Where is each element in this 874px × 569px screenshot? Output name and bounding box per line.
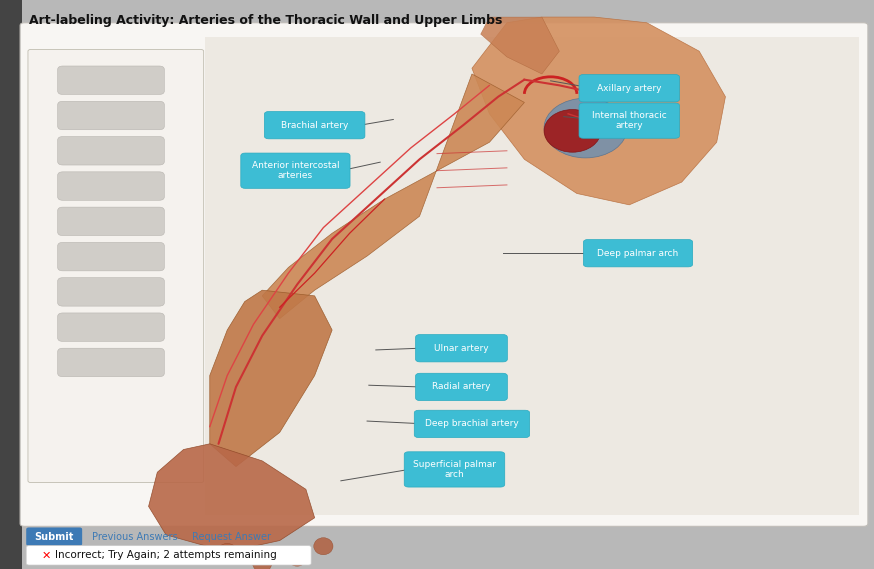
Ellipse shape [218,543,237,560]
FancyBboxPatch shape [58,313,164,341]
FancyBboxPatch shape [0,0,22,569]
Polygon shape [472,17,725,205]
Ellipse shape [288,549,307,566]
FancyBboxPatch shape [584,240,692,267]
Text: Incorrect; Try Again; 2 attempts remaining: Incorrect; Try Again; 2 attempts remaini… [55,550,277,560]
Text: Submit: Submit [34,531,74,542]
Text: Request Answer: Request Answer [192,531,271,542]
FancyBboxPatch shape [579,75,680,102]
Text: Anterior intercostal
arteries: Anterior intercostal arteries [252,161,339,180]
FancyBboxPatch shape [58,101,164,130]
FancyBboxPatch shape [416,335,507,362]
FancyBboxPatch shape [58,66,164,94]
FancyBboxPatch shape [26,527,82,546]
Polygon shape [149,444,315,552]
Text: Superficial palmar
arch: Superficial palmar arch [413,460,496,479]
Polygon shape [210,290,332,467]
Text: Deep brachial artery: Deep brachial artery [425,419,519,428]
FancyBboxPatch shape [58,207,164,236]
FancyBboxPatch shape [58,348,164,377]
FancyBboxPatch shape [58,137,164,165]
FancyBboxPatch shape [579,103,680,138]
FancyBboxPatch shape [205,37,859,515]
FancyBboxPatch shape [20,23,868,526]
FancyBboxPatch shape [26,546,311,565]
Text: Axillary artery: Axillary artery [597,84,662,93]
Polygon shape [481,17,559,74]
FancyBboxPatch shape [414,410,530,438]
FancyBboxPatch shape [58,278,164,306]
FancyBboxPatch shape [58,242,164,271]
Text: Previous Answers: Previous Answers [92,531,177,542]
Polygon shape [262,74,524,319]
Ellipse shape [544,110,601,152]
FancyBboxPatch shape [264,112,365,139]
FancyBboxPatch shape [404,452,505,487]
FancyBboxPatch shape [416,373,507,401]
Text: Deep palmar arch: Deep palmar arch [598,249,678,258]
Text: Internal thoracic
artery: Internal thoracic artery [592,111,667,130]
FancyBboxPatch shape [241,153,350,188]
Ellipse shape [314,538,333,555]
FancyBboxPatch shape [58,172,164,200]
Text: Art-labeling Activity: Arteries of the Thoracic Wall and Upper Limbs: Art-labeling Activity: Arteries of the T… [29,14,503,27]
Text: Radial artery: Radial artery [433,382,490,391]
FancyBboxPatch shape [28,50,204,483]
Text: Brachial artery: Brachial artery [281,121,349,130]
Ellipse shape [253,555,272,569]
Text: Ulnar artery: Ulnar artery [434,344,489,353]
Ellipse shape [544,98,628,158]
Text: ✕: ✕ [42,550,52,560]
